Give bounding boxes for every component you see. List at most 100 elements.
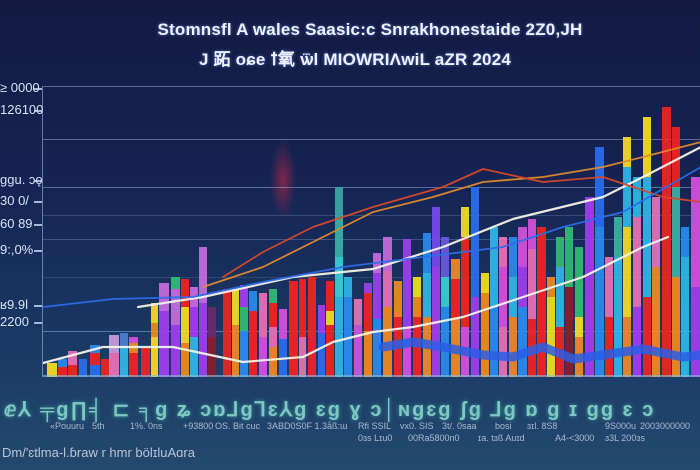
bar-segment [354,325,362,377]
bar-segment [509,317,517,377]
bar [232,289,239,377]
y-tick-label: 126100 [0,102,44,117]
bar [509,237,517,377]
bar [181,279,189,377]
bar-segment [289,281,298,377]
bar-segment [481,293,489,377]
y-tick-label: 2200 [0,314,29,329]
bar-segment [643,217,651,297]
bar [643,117,651,377]
bar-segment [441,277,449,307]
bar [335,187,343,377]
bar-segment [109,353,119,377]
bar-segment [58,359,67,367]
y-tick-mark [34,305,42,307]
bar-segment [451,259,460,279]
bar-segment [403,279,411,327]
bar-segment [499,237,507,267]
bar-segment [643,177,651,217]
bar-segment [633,307,641,377]
x-tick-label: A4-<3000 [555,433,595,443]
bar-segment [403,327,411,377]
bar [171,277,180,377]
plot-area [42,86,700,377]
bar-segment [47,363,57,377]
x-tick-label: Rfi SSIL [358,421,392,431]
bar [518,227,527,377]
bar [308,277,316,377]
bar [68,351,77,377]
bar [691,177,700,377]
blue-bottom-ribbon-line [378,337,700,364]
bar-segment [481,273,489,293]
bar-segment [691,177,700,287]
bar-segment [451,279,460,319]
bar-segment [90,365,100,377]
bar-segment [490,307,498,377]
bar-segment [373,273,381,319]
x-tick-label: vx0. SIS [400,421,434,431]
bar-segment [518,267,527,307]
trend-lines [43,141,700,365]
bar-segment [499,267,507,327]
x-tick-label: «Pouuru [50,421,85,431]
bar-segment [595,227,604,377]
bar-segment [151,337,158,377]
bar-segment [441,237,449,277]
bar-segment [413,277,421,297]
bar-segment [199,247,207,303]
x-axis-glyph-row: ⅇ⅄ ╤ɡ∏╡ ⊏ ╕ɡ ʑ ɔɒ⅃ɡ⅂ɛ⅄ɡ ɛɡ ɣ ɔ│ɴɡɛɡ ʃɡ ⅃… [4,399,656,421]
bar-segment [537,227,546,377]
bar-segment [364,331,372,377]
bar-segment [509,277,517,317]
y-tick-label: ʁ9.9l [0,297,28,312]
bar-segment [672,127,680,187]
bar-segment [652,267,660,377]
bar-segment [120,347,128,377]
bar [471,187,479,377]
bar [354,299,362,377]
bar-segment [585,197,594,267]
red-orange-line [222,168,700,278]
bar-segment [90,353,100,365]
bar-segment [326,281,334,311]
bar-segment [279,309,287,339]
bar [565,227,573,377]
bar-segment [623,137,631,167]
y-tick-label: ≥ 0000 [0,80,40,95]
bar-segment [199,303,207,377]
x-tick-label: ɜɪl. 8S8 [527,421,558,431]
bar-segment [240,307,248,331]
bar-segment [335,297,343,377]
bar-segment [394,281,402,317]
bar-segment [681,257,689,377]
x-tick-label: 2003000000 [640,421,691,431]
bar-segment [171,289,180,325]
x-tick-label: 3t/. 0saa [442,421,477,431]
bar-segment [461,207,469,237]
y-tick-mark [34,110,42,112]
bar-segment [518,227,527,267]
x-tick-label: ɪa. tɜß Auɪd [478,433,525,443]
bar-segment [259,293,267,337]
bar [537,227,546,377]
y-tick-mark [34,88,42,90]
bar-segment [652,197,660,267]
bar-segment [232,289,239,325]
bar-segment [528,249,536,319]
blue-line [43,166,700,308]
bar-segment [413,297,421,317]
bar-segment [383,271,392,307]
bar-segment [249,311,257,377]
bar [109,335,119,377]
bar-segment [129,337,138,343]
bar-segment [575,317,583,337]
bar [672,127,680,377]
bar [208,307,216,377]
bar-segment [249,291,257,311]
bar-segment [344,297,352,377]
bar [681,227,689,377]
bar [101,359,110,377]
bar-segment [79,359,87,377]
bar-segment [240,285,248,307]
